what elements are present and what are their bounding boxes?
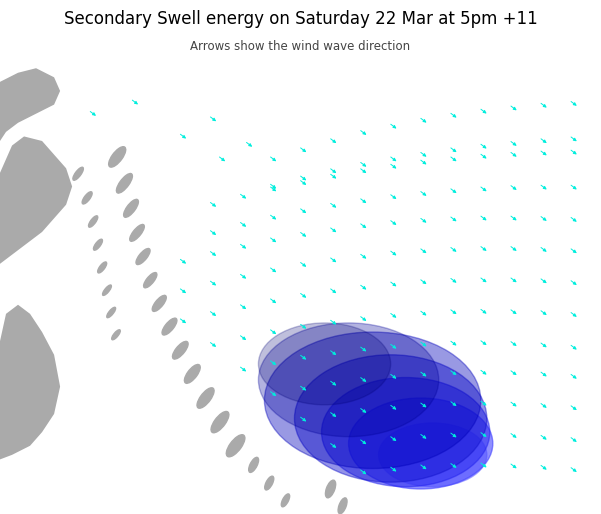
Polygon shape [0,68,60,159]
Ellipse shape [197,388,214,408]
Ellipse shape [227,435,245,457]
Ellipse shape [211,412,229,433]
Ellipse shape [136,248,150,265]
Ellipse shape [281,494,290,507]
Polygon shape [0,136,72,309]
Ellipse shape [112,330,120,340]
Polygon shape [0,305,60,514]
Ellipse shape [109,146,126,167]
Ellipse shape [264,476,274,490]
Ellipse shape [325,480,336,498]
Ellipse shape [403,439,481,484]
Ellipse shape [94,239,102,250]
Ellipse shape [258,323,439,437]
Ellipse shape [172,341,188,359]
Ellipse shape [107,307,115,318]
Ellipse shape [130,225,144,241]
Ellipse shape [117,174,132,193]
Ellipse shape [124,199,138,217]
Ellipse shape [249,457,258,472]
Ellipse shape [103,285,111,296]
Ellipse shape [379,423,487,487]
Ellipse shape [98,262,106,273]
Ellipse shape [258,323,391,405]
Ellipse shape [264,332,481,469]
Ellipse shape [162,318,177,335]
Ellipse shape [152,296,166,311]
Ellipse shape [88,216,98,227]
Ellipse shape [185,364,200,383]
Ellipse shape [73,167,84,180]
Ellipse shape [338,498,347,514]
Text: Secondary Swell energy on Saturday 22 Mar at 5pm +11: Secondary Swell energy on Saturday 22 Ma… [64,10,537,28]
Ellipse shape [144,272,157,288]
Ellipse shape [294,355,487,482]
Ellipse shape [82,192,92,204]
Ellipse shape [349,398,493,489]
Text: Arrows show the wind wave direction: Arrows show the wind wave direction [191,40,410,52]
Ellipse shape [322,377,490,487]
